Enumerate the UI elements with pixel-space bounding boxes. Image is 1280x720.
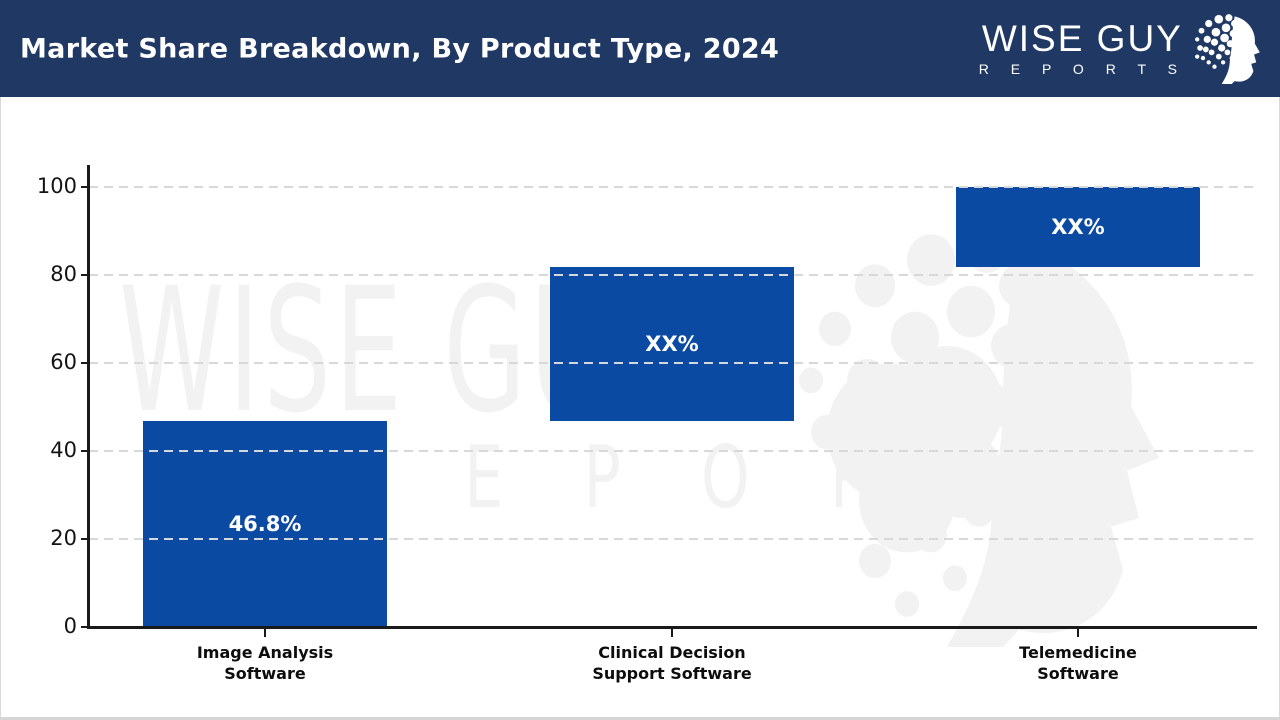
y-axis-line bbox=[87, 165, 90, 629]
chart-area: WISE GUY R E P O R T S 0 20 40 60 80 100 46.8%… bbox=[0, 97, 1280, 720]
x-category-label-line: Telemedicine bbox=[1019, 643, 1137, 662]
gridline bbox=[89, 538, 1257, 540]
y-tick-label: 40 bbox=[50, 438, 77, 462]
x-category-label-line: Image Analysis bbox=[196, 643, 334, 662]
watermark-head-icon bbox=[799, 229, 1159, 647]
y-tick-label: 100 bbox=[36, 174, 77, 198]
x-category-label: Image Analysis Software bbox=[135, 642, 395, 684]
bar: 46.8% bbox=[143, 421, 387, 627]
y-axis-tick bbox=[81, 362, 89, 364]
gridline bbox=[89, 186, 1257, 188]
bar-value-label: XX% bbox=[645, 332, 699, 357]
y-tick-label: 60 bbox=[50, 350, 77, 374]
x-category-label-line: Clinical Decision bbox=[598, 643, 746, 662]
y-axis-tick bbox=[81, 186, 89, 188]
brand-name: WISE GUY bbox=[981, 18, 1183, 60]
brand-logo: WISE GUY R E P O R T S bbox=[979, 8, 1262, 88]
x-category-label: Clinical Decision Support Software bbox=[542, 642, 802, 684]
chart-title: Market Share Breakdown, By Product Type,… bbox=[20, 33, 780, 64]
bar: XX% bbox=[550, 267, 794, 422]
gridline bbox=[89, 274, 1257, 276]
x-axis-line bbox=[87, 626, 1257, 629]
gridline bbox=[89, 362, 1257, 364]
brand-subtitle: R E P O R T S bbox=[978, 60, 1186, 77]
y-axis-tick bbox=[81, 274, 89, 276]
y-tick-label: 0 bbox=[63, 614, 77, 638]
x-axis-tick bbox=[264, 629, 266, 637]
header-bar: Market Share Breakdown, By Product Type,… bbox=[0, 0, 1280, 97]
y-axis-tick bbox=[81, 450, 89, 452]
bar-value-label: XX% bbox=[1051, 215, 1105, 240]
bar-value-label: 46.8% bbox=[228, 512, 302, 537]
bar: XX% bbox=[956, 187, 1200, 268]
brand-logo-text: WISE GUY R E P O R T S bbox=[978, 18, 1186, 77]
x-category-label: Telemedicine Software bbox=[948, 642, 1208, 684]
y-tick-label: 20 bbox=[50, 526, 77, 550]
x-category-label-line: Support Software bbox=[592, 664, 752, 683]
x-axis-tick bbox=[671, 629, 673, 637]
brand-head-icon bbox=[1195, 14, 1260, 84]
gridline bbox=[89, 450, 1257, 452]
x-category-label-line: Software bbox=[1037, 664, 1119, 683]
y-tick-label: 80 bbox=[50, 262, 77, 286]
y-axis-tick bbox=[81, 626, 89, 628]
x-axis-tick bbox=[1077, 629, 1079, 637]
y-axis-tick bbox=[81, 538, 89, 540]
x-category-label-line: Software bbox=[224, 664, 306, 683]
